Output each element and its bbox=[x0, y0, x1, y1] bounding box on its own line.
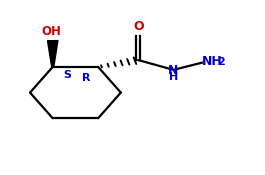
Text: NH: NH bbox=[202, 55, 223, 68]
Text: S: S bbox=[63, 69, 71, 79]
Text: O: O bbox=[133, 20, 144, 33]
Text: R: R bbox=[82, 73, 91, 83]
Polygon shape bbox=[47, 41, 58, 67]
Text: OH: OH bbox=[42, 25, 61, 38]
Text: 2: 2 bbox=[217, 57, 225, 67]
Text: N: N bbox=[168, 64, 179, 77]
Text: H: H bbox=[169, 72, 178, 82]
